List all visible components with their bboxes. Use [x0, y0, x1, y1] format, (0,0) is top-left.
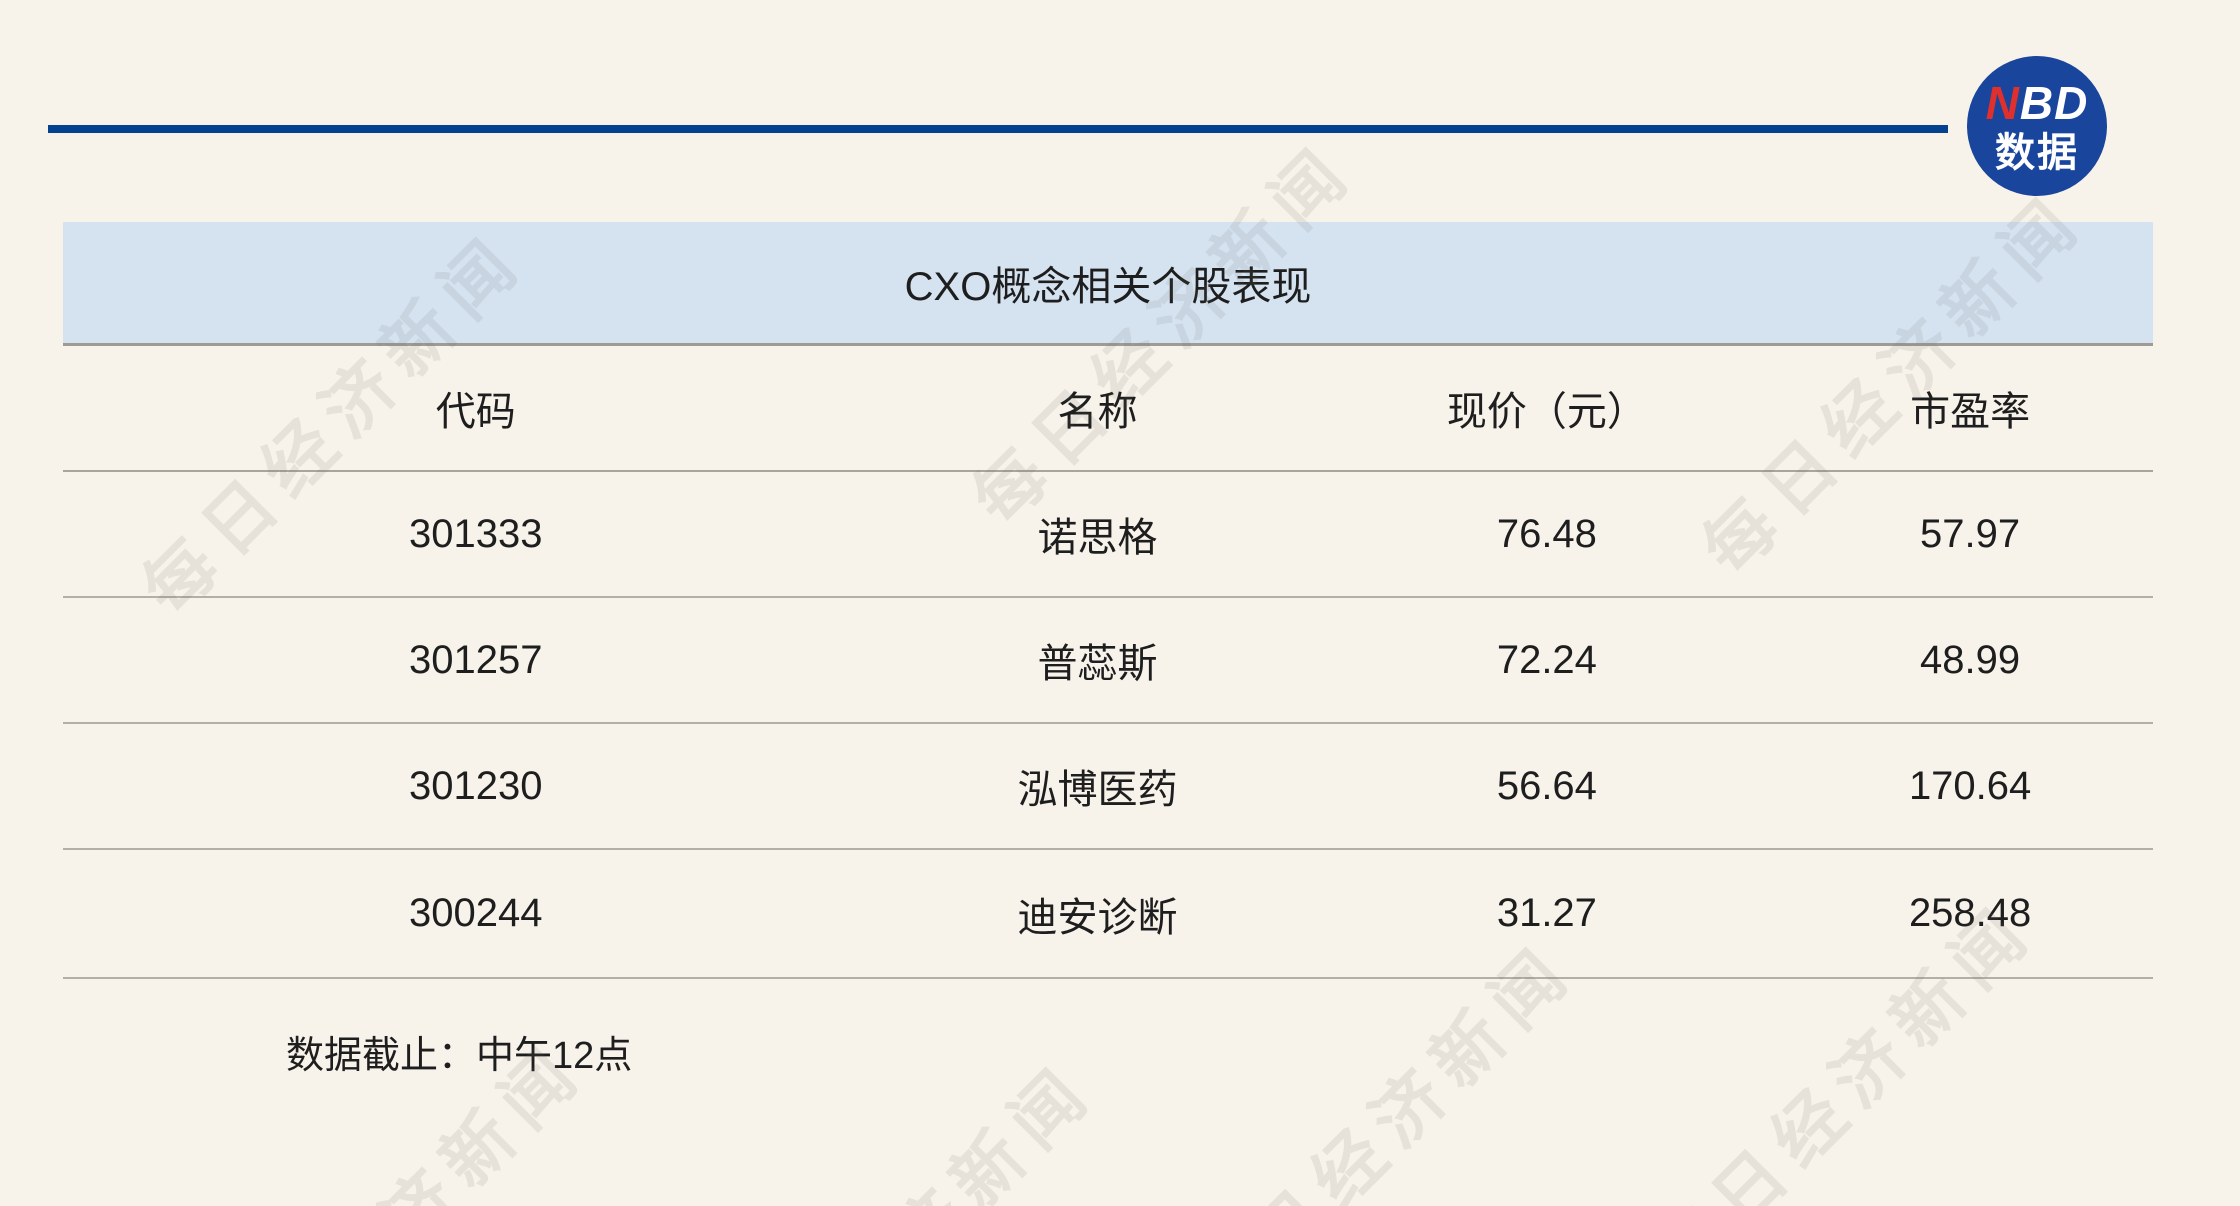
- stock-pe: 258.48: [1908, 891, 2032, 935]
- column-header-code: 代码: [435, 390, 516, 434]
- stock-table: CXO概念相关个股表现 代码 名称 现价（元） 市盈率 301333 诺思格 7…: [63, 222, 2153, 979]
- column-header-pe: 市盈率: [1910, 390, 2031, 434]
- data-cutoff-note: 数据截止：中午12点: [286, 1035, 633, 1077]
- stock-pe: 57.97: [1920, 511, 2021, 556]
- brand-divider-line: [48, 125, 1948, 133]
- nbd-logo-chinese: 数据: [1995, 130, 2079, 175]
- stock-code: 301230: [409, 763, 543, 808]
- table-title-bar: CXO概念相关个股表现: [63, 222, 2153, 346]
- table-row: 301230 泓博医药 56.64 170.64: [63, 724, 2153, 850]
- stock-price: 72.24: [1496, 637, 1597, 682]
- table-row: 301257 普蕊斯 72.24 48.99: [63, 598, 2153, 724]
- stock-pe: 170.64: [1908, 763, 2032, 808]
- stock-code: 300244: [409, 891, 543, 935]
- stock-name: 泓博医药: [1017, 768, 1178, 812]
- column-header-name: 名称: [1057, 390, 1138, 434]
- nbd-logo-letter-n: N: [1985, 76, 2020, 129]
- stock-price: 76.48: [1496, 511, 1597, 556]
- table-header-row: 代码 名称 现价（元） 市盈率: [63, 346, 2153, 472]
- column-header-price: 现价（元）: [1446, 390, 1647, 434]
- stock-code: 301257: [409, 637, 543, 682]
- watermark-text: 每日经济新闻: [686, 1036, 1114, 1206]
- nbd-logo-letters-bd: BD: [2019, 76, 2089, 129]
- stock-name: 诺思格: [1037, 516, 1158, 560]
- stock-pe: 48.99: [1920, 637, 2021, 682]
- nbd-logo-latin: NBD: [1986, 80, 2089, 126]
- stock-code: 301333: [409, 511, 543, 556]
- stock-price: 31.27: [1496, 891, 1597, 935]
- table-row: 301333 诺思格 76.48 57.97: [63, 472, 2153, 598]
- table-title: CXO概念相关个股表现: [904, 264, 1312, 309]
- stock-name: 迪安诊断: [1017, 895, 1178, 940]
- stock-name: 普蕊斯: [1037, 642, 1158, 686]
- table-row: 300244 迪安诊断 31.27 258.48: [63, 850, 2153, 979]
- stock-price: 56.64: [1496, 763, 1597, 808]
- nbd-logo: NBD 数据: [1967, 56, 2107, 196]
